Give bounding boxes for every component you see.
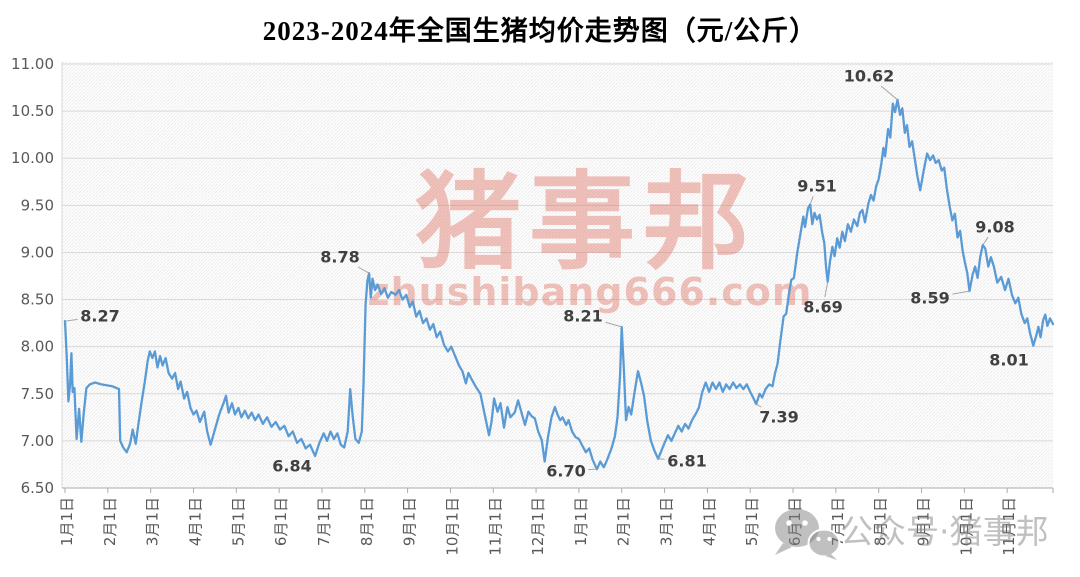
- x-axis-tick-label: 7月1日: [315, 497, 333, 546]
- wechat-icon: [775, 509, 841, 560]
- data-label-leader-line: [64, 318, 78, 322]
- data-label-leader-line: [755, 403, 762, 408]
- watermark-brand-text: 猪事邦: [415, 161, 757, 284]
- footer-watermark-text: 公众号·猪事邦: [840, 512, 1049, 551]
- x-axis-tick-label: 8月1日: [358, 497, 376, 546]
- x-axis-tick-label: 6月1日: [272, 497, 290, 546]
- x-axis-tick-label: 10月1日: [443, 497, 461, 556]
- price-line: [63, 98, 1055, 471]
- data-label: 8.27: [80, 307, 119, 326]
- x-axis-tick-label: 2月1日: [101, 497, 119, 546]
- x-axis-tick-label: 3月1日: [144, 497, 162, 546]
- x-axis-tick-label: 4月1日: [186, 497, 204, 546]
- x-axis-tick-label: 5月1日: [743, 497, 761, 546]
- watermark-site-text: zhushibang666.com: [367, 270, 812, 314]
- y-axis-tick-label: 9.50: [21, 196, 54, 214]
- data-label-leader-line: [880, 85, 898, 101]
- data-label: 6.81: [667, 452, 706, 471]
- data-label: 8.69: [803, 298, 842, 317]
- y-axis-tick-label: 7.50: [21, 385, 54, 403]
- x-axis-tick-label: 9月1日: [401, 497, 419, 546]
- data-label-leader-line: [824, 281, 829, 298]
- footer-watermark: 公众号·猪事邦: [775, 509, 1049, 560]
- data-label: 6.70: [546, 462, 585, 481]
- data-label: 6.84: [272, 457, 311, 476]
- data-label: 9.08: [975, 218, 1014, 237]
- x-axis-tick-label: 11月1日: [1000, 497, 1018, 556]
- x-axis-tick-label: 12月1日: [529, 497, 547, 556]
- x-axis-tick-label: 8月1日: [872, 497, 890, 546]
- y-axis-tick-label: 11.00: [11, 55, 54, 73]
- y-axis-tick-label: 7.00: [21, 432, 54, 450]
- chart-title: 2023-2024年全国生猪均价走势图（元/公斤）: [262, 16, 818, 46]
- y-axis-tick-label: 10.00: [11, 149, 54, 167]
- y-axis-tick-label: 8.50: [21, 291, 54, 309]
- x-axis-tick-label: 2月1日: [615, 497, 633, 546]
- x-axis-tick-label: 5月1日: [229, 497, 247, 546]
- data-label: 8.21: [563, 307, 602, 326]
- y-axis-tick-label: 8.00: [21, 338, 54, 356]
- data-label-leader-line: [357, 266, 370, 274]
- y-axis-tick-label: 6.50: [21, 479, 54, 497]
- data-label: 8.59: [910, 289, 949, 308]
- data-label: 10.62: [844, 67, 895, 86]
- y-axis-tick-label: 10.50: [11, 102, 54, 120]
- y-axis-tick-label: 9.00: [21, 243, 54, 261]
- x-axis-tick-label: 1月1日: [572, 497, 590, 546]
- data-label: 9.51: [797, 177, 836, 196]
- data-label: 8.01: [989, 351, 1028, 370]
- data-label-leader-line: [952, 290, 970, 295]
- data-label-leader-line: [588, 468, 597, 471]
- x-axis-tick-label: 3月1日: [658, 497, 676, 546]
- data-label: 7.39: [759, 408, 798, 427]
- data-label-leader-line: [982, 236, 989, 246]
- data-label-leader-line: [605, 321, 622, 328]
- x-axis-tick-label: 10月1日: [957, 497, 975, 556]
- x-axis-tick-label: 11月1日: [486, 497, 504, 556]
- data-label-leader-line: [809, 195, 814, 205]
- x-axis-tick-label: 1月1日: [58, 497, 76, 546]
- x-axis-tick-label: 4月1日: [700, 497, 718, 546]
- x-axis-tick-label: 9月1日: [915, 497, 933, 546]
- data-label: 8.78: [320, 248, 359, 267]
